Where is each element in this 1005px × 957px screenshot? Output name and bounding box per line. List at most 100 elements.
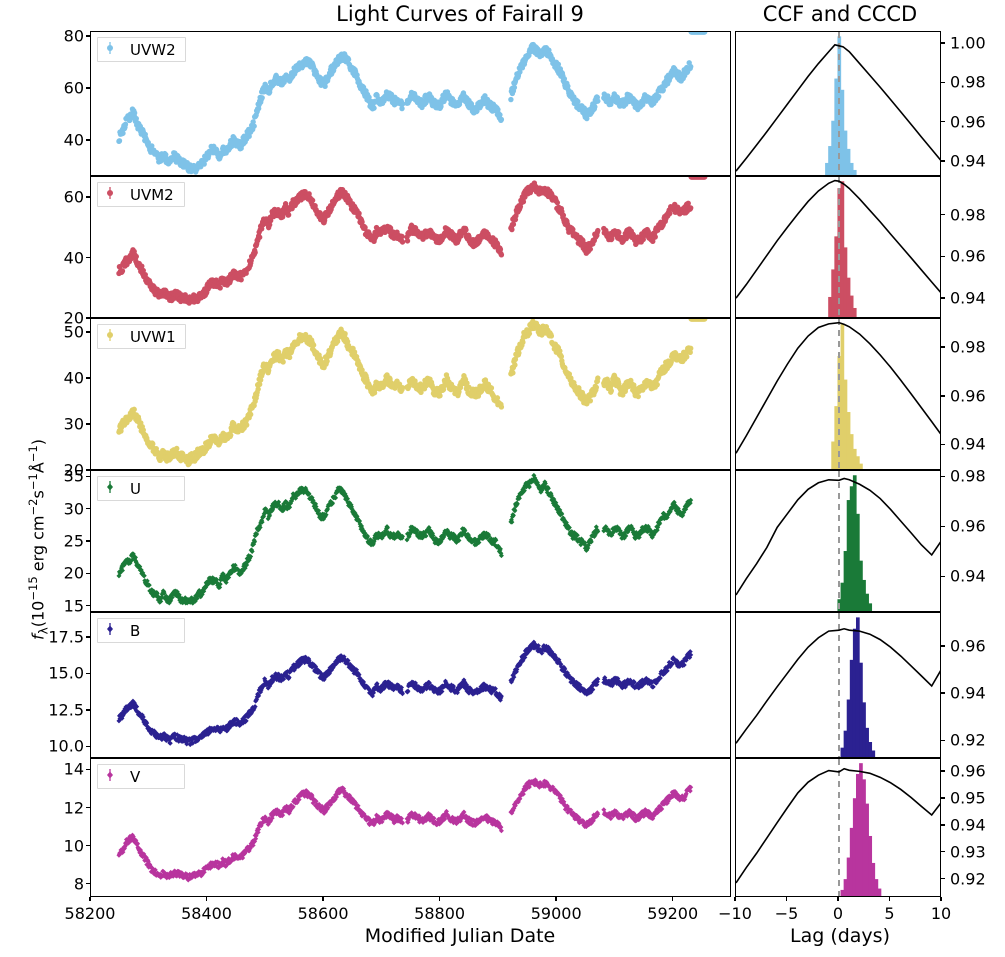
legend-marker-v [103, 766, 117, 788]
lag-tick-mark [785, 897, 788, 901]
ccf-y-tick-mark [941, 850, 945, 853]
y-tick-label-uvw2: 40 [63, 130, 84, 150]
ccf-y-tick-mark [941, 213, 945, 216]
ccf-y-tick-label-u: 0.98 [950, 466, 986, 486]
ccf-y-tick-label-uvm2: 0.98 [950, 205, 986, 225]
y-tick-label-u: 15 [63, 596, 84, 616]
y-tick-mark [86, 331, 90, 333]
light-curve-plot-u [116, 472, 694, 606]
x-tick-mark [89, 897, 91, 901]
light-curve-panel-u [90, 470, 731, 612]
y-tick-mark [86, 768, 90, 771]
legend-uvm2: UVM2 [97, 182, 185, 207]
ccf-y-tick-mark [941, 395, 945, 397]
y-tick-label-v: 12 [63, 798, 84, 817]
ccf-panel-u [735, 470, 941, 612]
ccf-plot-uvm2 [736, 177, 940, 317]
x-tick-label-mjd: 59000 [530, 904, 582, 923]
ccf-y-tick-mark [941, 475, 945, 477]
y-tick-label-uvw1: 30 [63, 414, 84, 434]
x-tick-mark [322, 897, 324, 901]
ccf-y-tick-label-uvm2: 0.96 [950, 246, 986, 266]
legend-b: B [97, 618, 185, 643]
ccf-y-tick-label-v: 0.92 [950, 869, 986, 889]
legend-label-uvw1: UVW1 [130, 327, 176, 346]
ccf-plot-b [736, 613, 940, 757]
ccf-y-tick-mark [941, 81, 945, 84]
ccf-y-tick-label-u: 0.96 [950, 516, 986, 536]
light-curve-plot-uvm2 [116, 177, 708, 306]
x-tick-label-mjd: 58800 [414, 904, 466, 923]
y-tick-mark [86, 507, 90, 510]
y-tick-label-u: 25 [63, 531, 84, 551]
legend-uvw1: UVW1 [97, 324, 186, 349]
ccf-y-tick-mark [941, 297, 945, 299]
light-curve-plot-b [116, 639, 694, 748]
y-tick-mark [86, 709, 90, 711]
legend-marker-uvm2 [103, 184, 117, 206]
light-curve-panel-uvw2 [90, 31, 731, 176]
y-tick-mark [86, 196, 90, 198]
ccf-panel-uvw1 [735, 318, 941, 470]
y-tick-mark [86, 844, 90, 847]
ccf-y-tick-label-b: 0.96 [950, 636, 986, 656]
legend-marker-uvw2 [103, 39, 117, 61]
y-tick-label-v: 14 [63, 759, 84, 779]
y-tick-mark [86, 139, 90, 141]
y-tick-label-uvw2: 80 [63, 26, 84, 46]
legend-label-uvm2: UVM2 [130, 185, 174, 204]
y-tick-label-u: 35 [63, 466, 84, 486]
ccf-y-tick-label-v: 0.95 [950, 788, 986, 808]
y-tick-label-uvw1: 50 [63, 322, 84, 342]
ccf-plot-v [736, 759, 940, 896]
ccf-y-tick-label-v: 0.94 [950, 815, 986, 835]
y-tick-label-uvm2: 60 [63, 187, 84, 207]
x-tick-label-mjd: 58400 [181, 904, 232, 923]
y-tick-mark [86, 572, 90, 575]
ccf-y-tick-mark [941, 692, 945, 694]
legend-marker-uvw1 [103, 326, 117, 348]
lag-tick-mark [940, 897, 942, 901]
light-curve-panel-v [90, 758, 731, 897]
ccf-y-tick-label-uvw2: 0.98 [950, 72, 986, 92]
y-tick-label-b: 12.5 [48, 700, 84, 720]
lag-tick-mark [888, 897, 891, 901]
y-tick-mark [86, 475, 90, 478]
y-tick-mark [86, 745, 90, 748]
ccf-y-tick-mark [941, 42, 945, 44]
y-tick-mark [86, 377, 90, 379]
y-tick-label-u: 30 [63, 499, 84, 519]
y-tick-mark [86, 317, 90, 319]
ccf-y-tick-mark [941, 770, 945, 772]
x-tick-label-mjd: 59200 [647, 904, 699, 923]
legend-label-b: B [130, 621, 141, 640]
light-curve-plot-uvw1 [116, 319, 708, 468]
light-curve-plot-uvw2 [116, 32, 708, 175]
legend-marker-b [103, 620, 117, 642]
ccf-panel-uvw2 [735, 31, 941, 176]
y-tick-mark [86, 87, 90, 89]
x-tick-mark [555, 897, 557, 901]
ccf-y-tick-label-uvw1: 0.96 [950, 386, 986, 406]
ccf-y-tick-mark [941, 797, 945, 799]
ccf-y-tick-label-uvw1: 0.94 [950, 434, 986, 454]
x-tick-label-mjd: 58600 [297, 904, 349, 923]
ccf-y-tick-label-uvw2: 0.94 [950, 151, 986, 171]
ccf-panel-b [735, 612, 941, 758]
y-tick-mark [86, 672, 90, 675]
lag-tick-label: −10 [718, 904, 752, 923]
ccf-plot-uvw2 [736, 32, 940, 175]
light-curve-panel-uvw1 [90, 318, 731, 470]
y-tick-label-v: 10 [63, 836, 84, 856]
lag-tick-label: −5 [774, 904, 799, 923]
y-tick-label-b: 15.0 [48, 663, 84, 683]
y-tick-label-v: 8 [73, 874, 84, 894]
ccf-y-tick-mark [941, 824, 945, 826]
ccf-y-tick-label-uvw2: 1.00 [950, 33, 986, 53]
legend-label-uvw2: UVW2 [130, 40, 176, 59]
ccf-y-tick-mark [941, 739, 945, 742]
ccf-panel-v [735, 758, 941, 897]
y-tick-label-uvw1: 20 [63, 460, 84, 480]
y-tick-mark [86, 540, 90, 542]
